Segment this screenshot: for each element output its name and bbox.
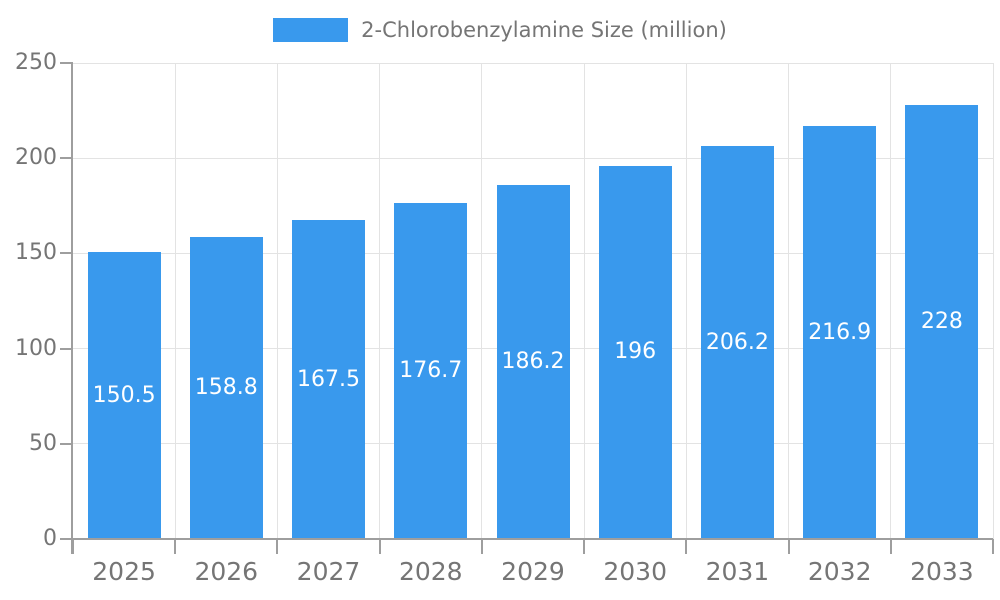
bar-value-label: 176.7 (399, 357, 463, 383)
x-gridline (379, 63, 381, 539)
legend: 2-Chlorobenzylamine Size (million) (0, 14, 1000, 46)
x-tick-label: 2033 (910, 557, 974, 586)
y-tick-label: 50 (29, 430, 57, 456)
y-tick-label: 0 (43, 526, 57, 551)
x-tick-label: 2025 (92, 557, 156, 586)
x-gridline (890, 63, 892, 539)
bar (394, 202, 468, 539)
bar-value-label: 206.2 (705, 329, 769, 355)
y-tick-label: 250 (15, 50, 57, 75)
x-gridline (276, 63, 278, 539)
y-tick-label: 100 (15, 335, 57, 361)
x-tick (685, 539, 688, 554)
bar (292, 220, 366, 539)
bar (496, 184, 570, 539)
bar (87, 252, 161, 539)
bar (189, 236, 263, 539)
legend-swatch-icon (273, 18, 349, 42)
x-axis-line (60, 538, 993, 540)
bar-value-label: 167.5 (296, 366, 360, 392)
x-gridline (481, 63, 483, 539)
bar-value-label: 216.9 (808, 319, 872, 345)
x-tick-label: 2031 (705, 557, 770, 586)
x-gridline (992, 63, 994, 539)
y-tick (60, 347, 73, 350)
bar (905, 104, 979, 539)
x-gridline (583, 63, 585, 539)
bar-value-label: 196 (614, 339, 657, 365)
x-gridline (174, 63, 176, 539)
bar-value-label: 150.5 (92, 382, 156, 408)
legend-label: 2-Chlorobenzylamine Size (million) (361, 18, 727, 42)
x-tick (889, 539, 892, 554)
legend-item[interactable]: 2-Chlorobenzylamine Size (million) (273, 18, 727, 42)
x-tick-label: 2028 (398, 557, 463, 586)
x-tick-label: 2030 (603, 557, 667, 586)
bar-value-label: 158.8 (194, 374, 258, 400)
bar (598, 165, 672, 539)
x-tick-label: 2032 (807, 557, 872, 586)
y-axis-line (71, 63, 73, 554)
x-tick-label: 2029 (501, 557, 565, 586)
y-tick-label: 150 (15, 240, 57, 266)
x-tick-label: 2026 (194, 557, 259, 586)
x-tick (378, 539, 381, 554)
x-tick (72, 539, 74, 554)
bar (700, 146, 774, 539)
y-gridline (73, 62, 993, 64)
x-tick (480, 539, 483, 554)
x-tick (583, 539, 586, 554)
x-tick (174, 539, 177, 554)
x-gridline (788, 63, 790, 539)
bar-value-label: 228 (920, 308, 963, 334)
y-tick (60, 442, 73, 445)
x-tick (276, 539, 279, 554)
y-tick-label: 200 (15, 145, 57, 171)
y-tick (60, 62, 73, 64)
x-tick (992, 539, 994, 554)
bar (803, 126, 877, 539)
x-gridline (685, 63, 687, 539)
x-tick (787, 539, 790, 554)
bar-value-label: 186.2 (501, 348, 565, 374)
y-tick (60, 252, 73, 255)
y-gridline (73, 157, 993, 159)
y-tick (60, 157, 73, 160)
x-tick-label: 2027 (296, 557, 361, 586)
